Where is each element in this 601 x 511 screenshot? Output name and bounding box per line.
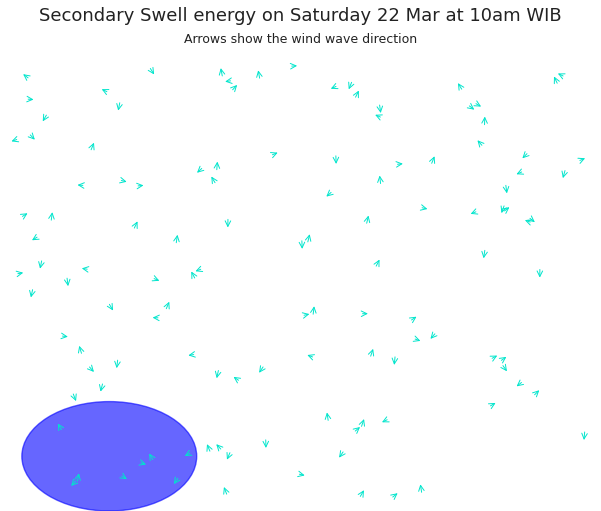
Text: Secondary Swell energy on Saturday 22 Mar at 10am WIB: Secondary Swell energy on Saturday 22 Ma… bbox=[39, 7, 562, 25]
Ellipse shape bbox=[22, 402, 197, 511]
Text: Arrows show the wind wave direction: Arrows show the wind wave direction bbox=[184, 33, 417, 45]
